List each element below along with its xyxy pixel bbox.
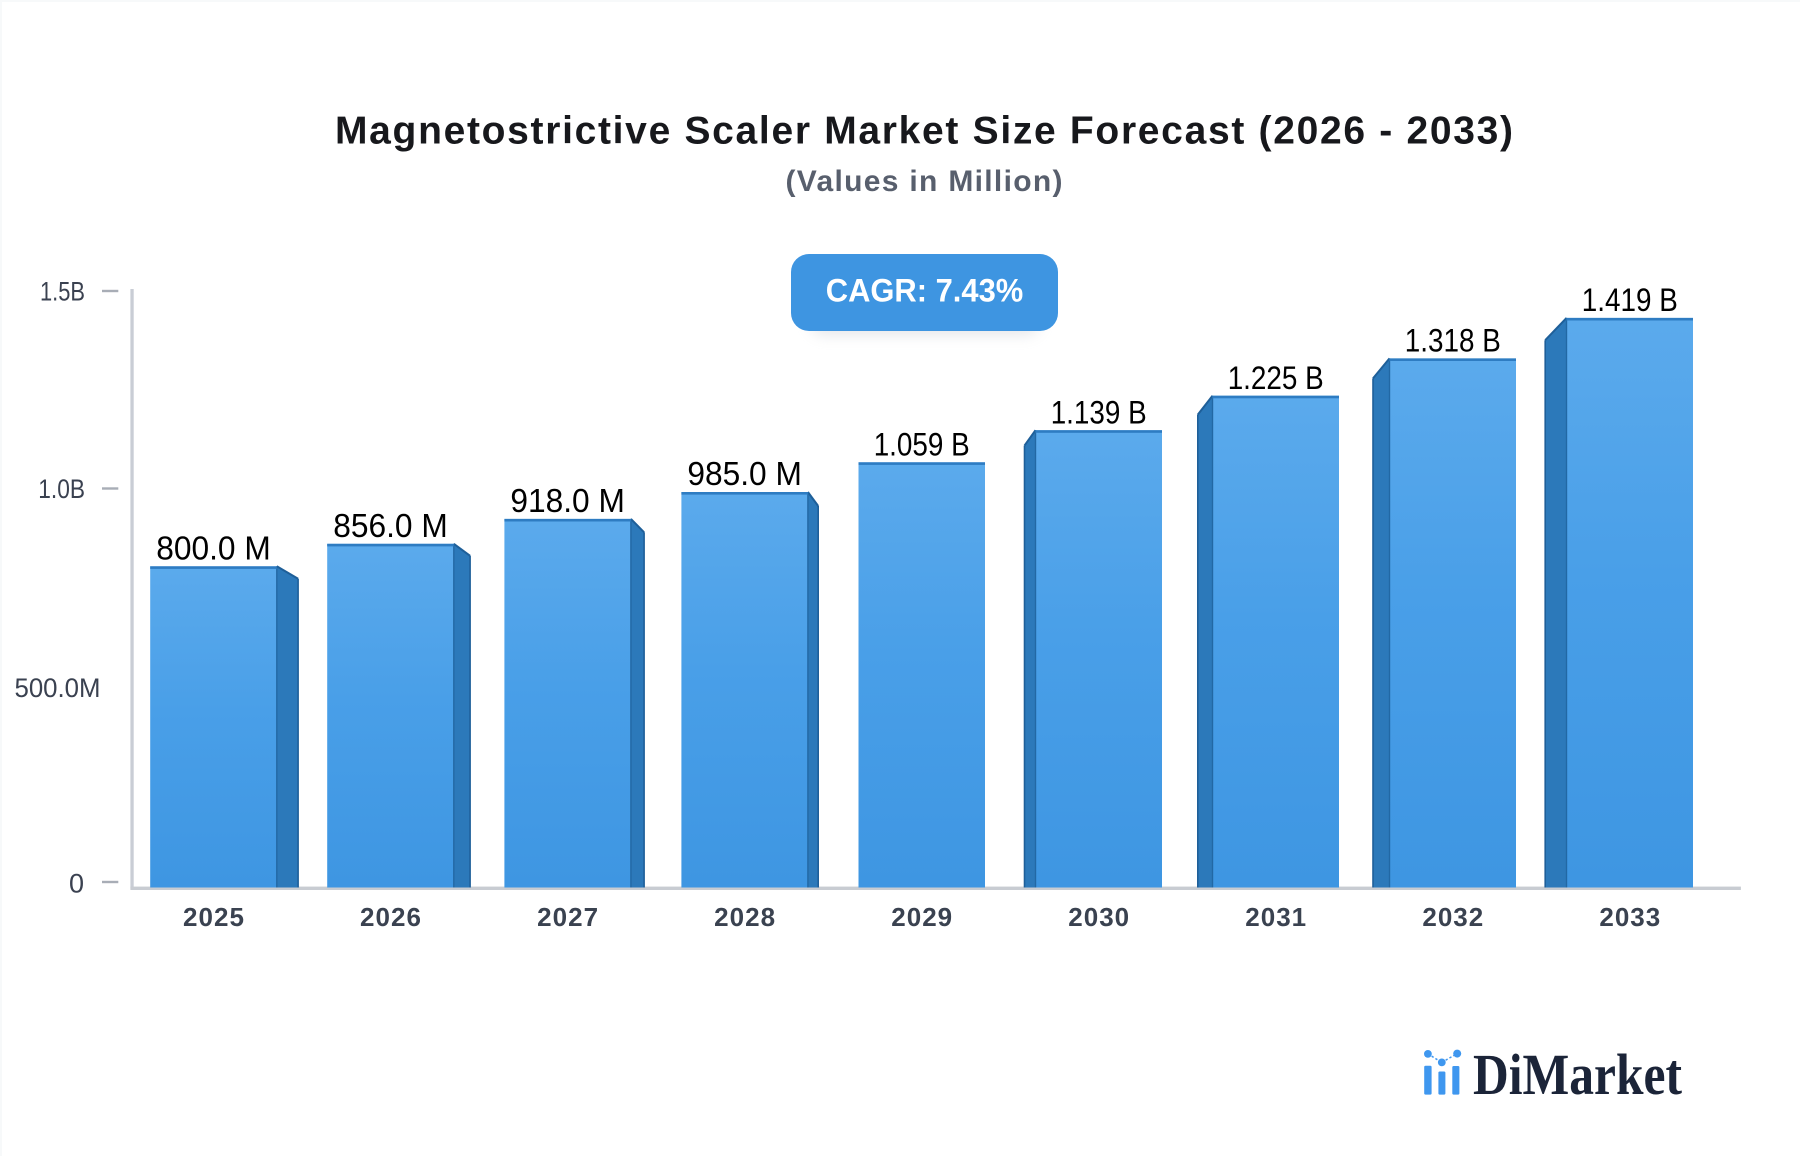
svg-text:2027: 2027	[537, 902, 598, 932]
svg-text:(Values in Million): (Values in Million)	[786, 165, 1063, 198]
svg-text:2026: 2026	[360, 902, 421, 932]
svg-text:DiMarket: DiMarket	[1473, 1042, 1683, 1107]
svg-text:1.318 B: 1.318 B	[1405, 323, 1501, 359]
svg-text:CAGR: 7.43%: CAGR: 7.43%	[826, 272, 1024, 308]
svg-text:856.0 M: 856.0 M	[333, 507, 448, 544]
svg-text:985.0 M: 985.0 M	[687, 455, 802, 492]
svg-text:2032: 2032	[1422, 902, 1483, 932]
svg-text:2033: 2033	[1599, 902, 1660, 932]
svg-text:2025: 2025	[183, 902, 244, 932]
svg-text:0: 0	[69, 869, 84, 899]
svg-text:918.0 M: 918.0 M	[510, 482, 625, 519]
svg-text:1.059 B: 1.059 B	[874, 427, 970, 463]
svg-text:Magnetostrictive Scaler Market: Magnetostrictive Scaler Market Size Fore…	[335, 110, 1513, 153]
svg-text:1.419 B: 1.419 B	[1582, 282, 1678, 318]
svg-text:2028: 2028	[714, 902, 775, 932]
svg-text:1.0B: 1.0B	[38, 474, 85, 504]
svg-text:2030: 2030	[1068, 902, 1129, 932]
svg-text:1.139 B: 1.139 B	[1051, 394, 1147, 430]
svg-text:2031: 2031	[1245, 902, 1306, 932]
svg-text:800.0 M: 800.0 M	[156, 530, 271, 567]
svg-text:1.225 B: 1.225 B	[1228, 360, 1324, 396]
svg-text:2029: 2029	[891, 902, 952, 932]
svg-text:1.5B: 1.5B	[40, 277, 85, 307]
svg-text:500.0M: 500.0M	[15, 673, 101, 703]
